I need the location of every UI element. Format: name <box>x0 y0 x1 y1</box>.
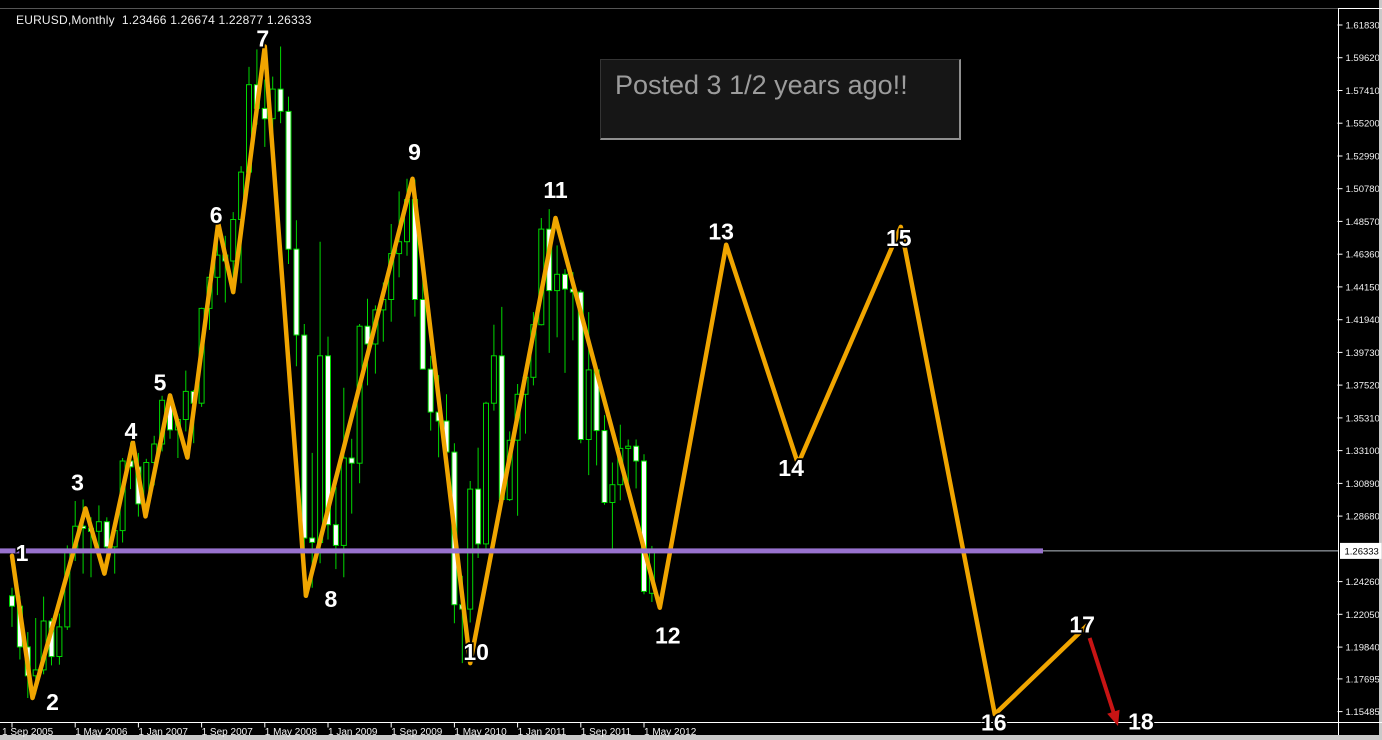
candle-body <box>309 537 316 543</box>
candle-body <box>348 457 355 464</box>
price-tick-label[interactable]: 1.48570 <box>1346 217 1380 228</box>
annotation-text: Posted 3 1/2 years ago!! <box>615 70 908 100</box>
time-tick-label[interactable]: 1 Jan 2011 <box>518 727 567 738</box>
price-tick-label[interactable]: 1.46360 <box>1346 250 1380 261</box>
price-tick-label[interactable]: 1.61830 <box>1346 21 1380 32</box>
current-price-text: 1.26333 <box>1345 546 1379 557</box>
wave-label-9: 9 <box>408 139 421 165</box>
candle-body <box>475 488 482 545</box>
candle-body <box>562 273 568 290</box>
price-tick-label[interactable]: 1.35310 <box>1346 413 1380 424</box>
time-tick-label[interactable]: 1 Sep 2007 <box>202 727 254 738</box>
candle-body <box>577 291 584 440</box>
annotation-box[interactable]: Posted 3 1/2 years ago!! <box>600 59 961 140</box>
horizontal-line-object[interactable] <box>0 548 1043 554</box>
time-tick-label[interactable]: 1 Sep 2009 <box>391 727 443 738</box>
candle-body <box>317 355 324 543</box>
candle-body <box>103 521 110 548</box>
candle-body <box>261 107 268 120</box>
time-tick-label[interactable]: 1 May 2006 <box>75 727 128 738</box>
price-tick-label[interactable]: 1.44150 <box>1346 282 1380 293</box>
wave-label-16: 16 <box>981 709 1007 735</box>
candle-body <box>427 368 434 413</box>
candle-body <box>325 355 331 526</box>
candle-body <box>625 445 632 449</box>
candle-body <box>301 334 308 539</box>
wave-label-1: 1 <box>16 540 29 566</box>
wave-label-8: 8 <box>325 586 338 612</box>
wave-label-14: 14 <box>778 455 804 481</box>
candle-body <box>641 460 647 592</box>
candle-body <box>609 484 616 504</box>
wave-label-3: 3 <box>71 469 84 495</box>
price-tick-label[interactable]: 1.30890 <box>1346 479 1380 490</box>
time-tick-label[interactable]: 1 Sep 2011 <box>581 727 632 738</box>
time-tick-label[interactable]: 1 May 2010 <box>454 727 507 738</box>
wave-label-7: 7 <box>256 26 269 52</box>
price-tick-label[interactable]: 1.50780 <box>1346 184 1380 195</box>
price-tick-label[interactable]: 1.52990 <box>1346 152 1380 163</box>
price-tick-label[interactable]: 1.59620 <box>1346 53 1380 64</box>
candle-body <box>214 254 221 278</box>
current-price-box <box>1340 542 1382 559</box>
wave-label-13: 13 <box>708 219 734 245</box>
wave-label-11: 11 <box>543 177 568 203</box>
candle-body <box>340 457 347 546</box>
candle-body <box>293 248 300 336</box>
wave-label-12: 12 <box>655 623 681 649</box>
wave-label-18: 18 <box>1128 709 1154 735</box>
candle-body <box>285 110 292 250</box>
price-tick-label[interactable]: 1.15485 <box>1346 707 1380 718</box>
time-tick-label[interactable]: 1 May 2012 <box>644 727 697 738</box>
chart-title-overlay: EURUSD,Monthly 1.23466 1.26674 1.22877 1… <box>16 13 312 27</box>
price-tick-label[interactable]: 1.41940 <box>1346 315 1380 326</box>
wave-label-5: 5 <box>154 369 167 395</box>
candle-body <box>332 524 339 546</box>
candle-body <box>182 390 189 420</box>
candle-body <box>230 219 237 262</box>
wave-label-2: 2 <box>46 689 59 715</box>
candle-body <box>554 273 561 292</box>
price-tick-label[interactable]: 1.55200 <box>1346 119 1380 130</box>
price-tick-label[interactable]: 1.24260 <box>1346 577 1380 588</box>
wave-label-17: 17 <box>1069 611 1095 637</box>
price-tick-label[interactable]: 1.33100 <box>1346 446 1380 457</box>
candle-body <box>483 402 489 545</box>
wave-label-6: 6 <box>210 202 223 228</box>
price-tick-label[interactable]: 1.17695 <box>1346 674 1380 685</box>
price-tick-label[interactable]: 1.39730 <box>1346 348 1380 359</box>
price-tick-label[interactable]: 1.37520 <box>1346 381 1380 392</box>
wave-label-4: 4 <box>125 418 138 444</box>
candle-body <box>633 445 640 462</box>
candle-body <box>277 88 284 112</box>
projection-arrow[interactable] <box>1087 637 1118 719</box>
candle-body <box>585 369 592 440</box>
time-tick-label[interactable]: 1 Sep 2005 <box>2 727 54 738</box>
price-tick-label[interactable]: 1.19840 <box>1346 643 1380 654</box>
candle-body <box>419 299 426 370</box>
zigzag-line[interactable] <box>9 44 1090 717</box>
candle-body <box>364 325 371 345</box>
time-tick-label[interactable]: 1 May 2008 <box>265 727 318 738</box>
candle-body <box>9 595 15 607</box>
candle-body <box>601 430 608 504</box>
candle-body <box>490 355 497 404</box>
price-tick-label[interactable]: 1.28680 <box>1346 512 1380 523</box>
price-tick-label[interactable]: 1.57410 <box>1346 86 1380 97</box>
candle-body <box>95 521 102 532</box>
price-tick-label[interactable]: 1.22050 <box>1346 610 1380 621</box>
candle-body <box>56 626 63 658</box>
wave-label-10: 10 <box>463 639 489 665</box>
time-tick-label[interactable]: 1 Jan 2007 <box>138 727 188 738</box>
time-tick-label[interactable]: 1 Jan 2009 <box>328 727 378 738</box>
projection-arrow-head <box>1107 709 1120 726</box>
wave-label-15: 15 <box>886 225 912 251</box>
